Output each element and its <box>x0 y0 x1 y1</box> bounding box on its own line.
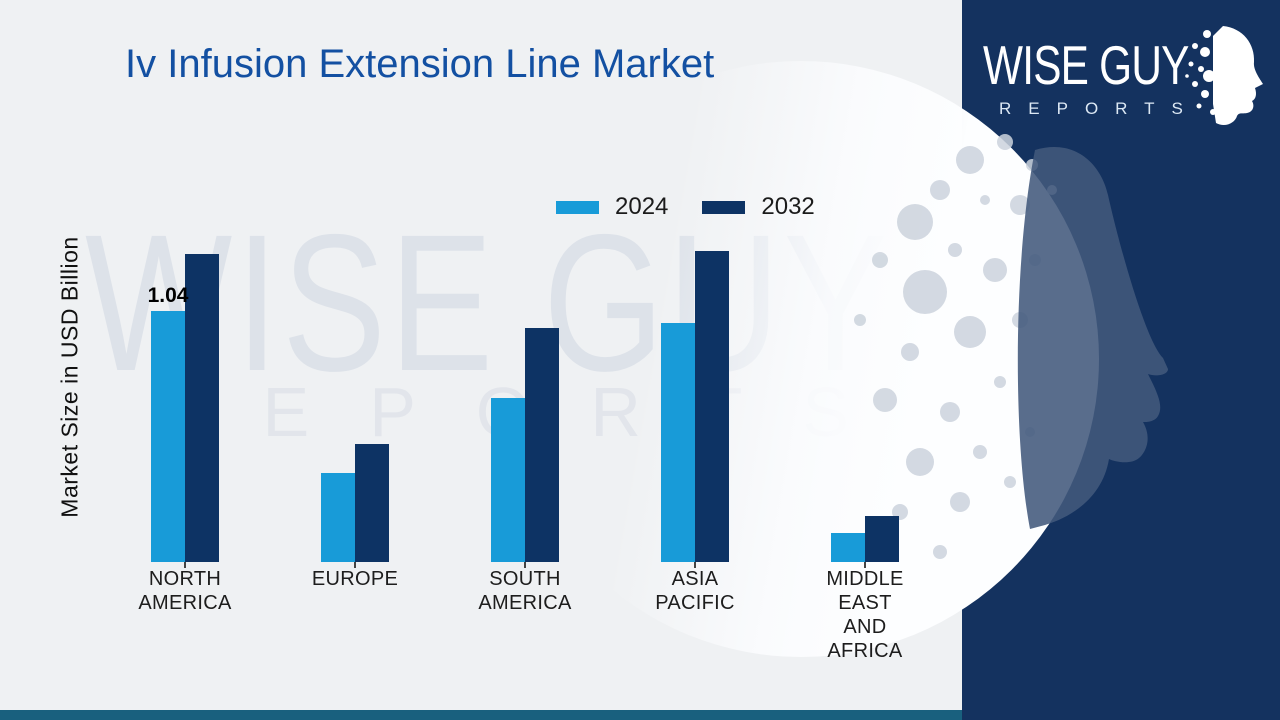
category-label-north-america: NORTH AMERICA <box>138 568 232 614</box>
logo-subtitle: REPORTS <box>999 99 1200 118</box>
bar-2032-north-america <box>185 254 219 562</box>
logo-wordmark: WISE GUY <box>983 34 1189 96</box>
legend-swatch-2024 <box>556 200 599 214</box>
logo-head-icon <box>1185 26 1263 126</box>
legend: 2024 2032 <box>556 193 815 221</box>
legend-swatch-2032 <box>702 200 746 214</box>
bottom-accent-stripe <box>0 710 962 720</box>
x-axis-tick <box>694 562 696 568</box>
category-label-asia-pacific: ASIA PACIFIC <box>655 568 735 614</box>
wiseguy-logo: WISE GUY REPORTS <box>983 26 1263 126</box>
x-axis-tick <box>184 562 186 568</box>
legend-item-2032: 2032 <box>702 193 815 221</box>
background-circle <box>503 61 1099 657</box>
legend-item-2024: 2024 <box>556 193 668 221</box>
bar-value-label: 1.04 <box>147 284 189 307</box>
bar-2032-asia-pacific <box>695 251 729 562</box>
category-label-europe: EUROPE <box>311 568 399 590</box>
bar-2024-middle-east-and-africa <box>831 533 865 562</box>
x-axis-tick <box>354 562 356 568</box>
bar-2024-europe <box>321 473 355 562</box>
chart-title: Iv Infusion Extension Line Market <box>125 42 715 86</box>
bar-2032-south-america <box>525 328 559 562</box>
face-profile-watermark <box>1017 147 1168 529</box>
bar-2032-middle-east-and-africa <box>865 516 899 562</box>
bar-2032-europe <box>355 444 389 562</box>
x-axis-tick <box>524 562 526 568</box>
bar-2024-north-america <box>151 311 185 562</box>
legend-label: 2032 <box>761 193 815 220</box>
category-label-middle-east-and-africa: MIDDLE EAST AND AFRICA <box>826 568 904 662</box>
category-label-south-america: SOUTH AMERICA <box>478 568 572 614</box>
legend-label: 2024 <box>615 193 669 220</box>
bar-2024-south-america <box>491 398 525 562</box>
x-axis-tick <box>864 562 866 568</box>
bar-2024-asia-pacific <box>661 323 695 562</box>
